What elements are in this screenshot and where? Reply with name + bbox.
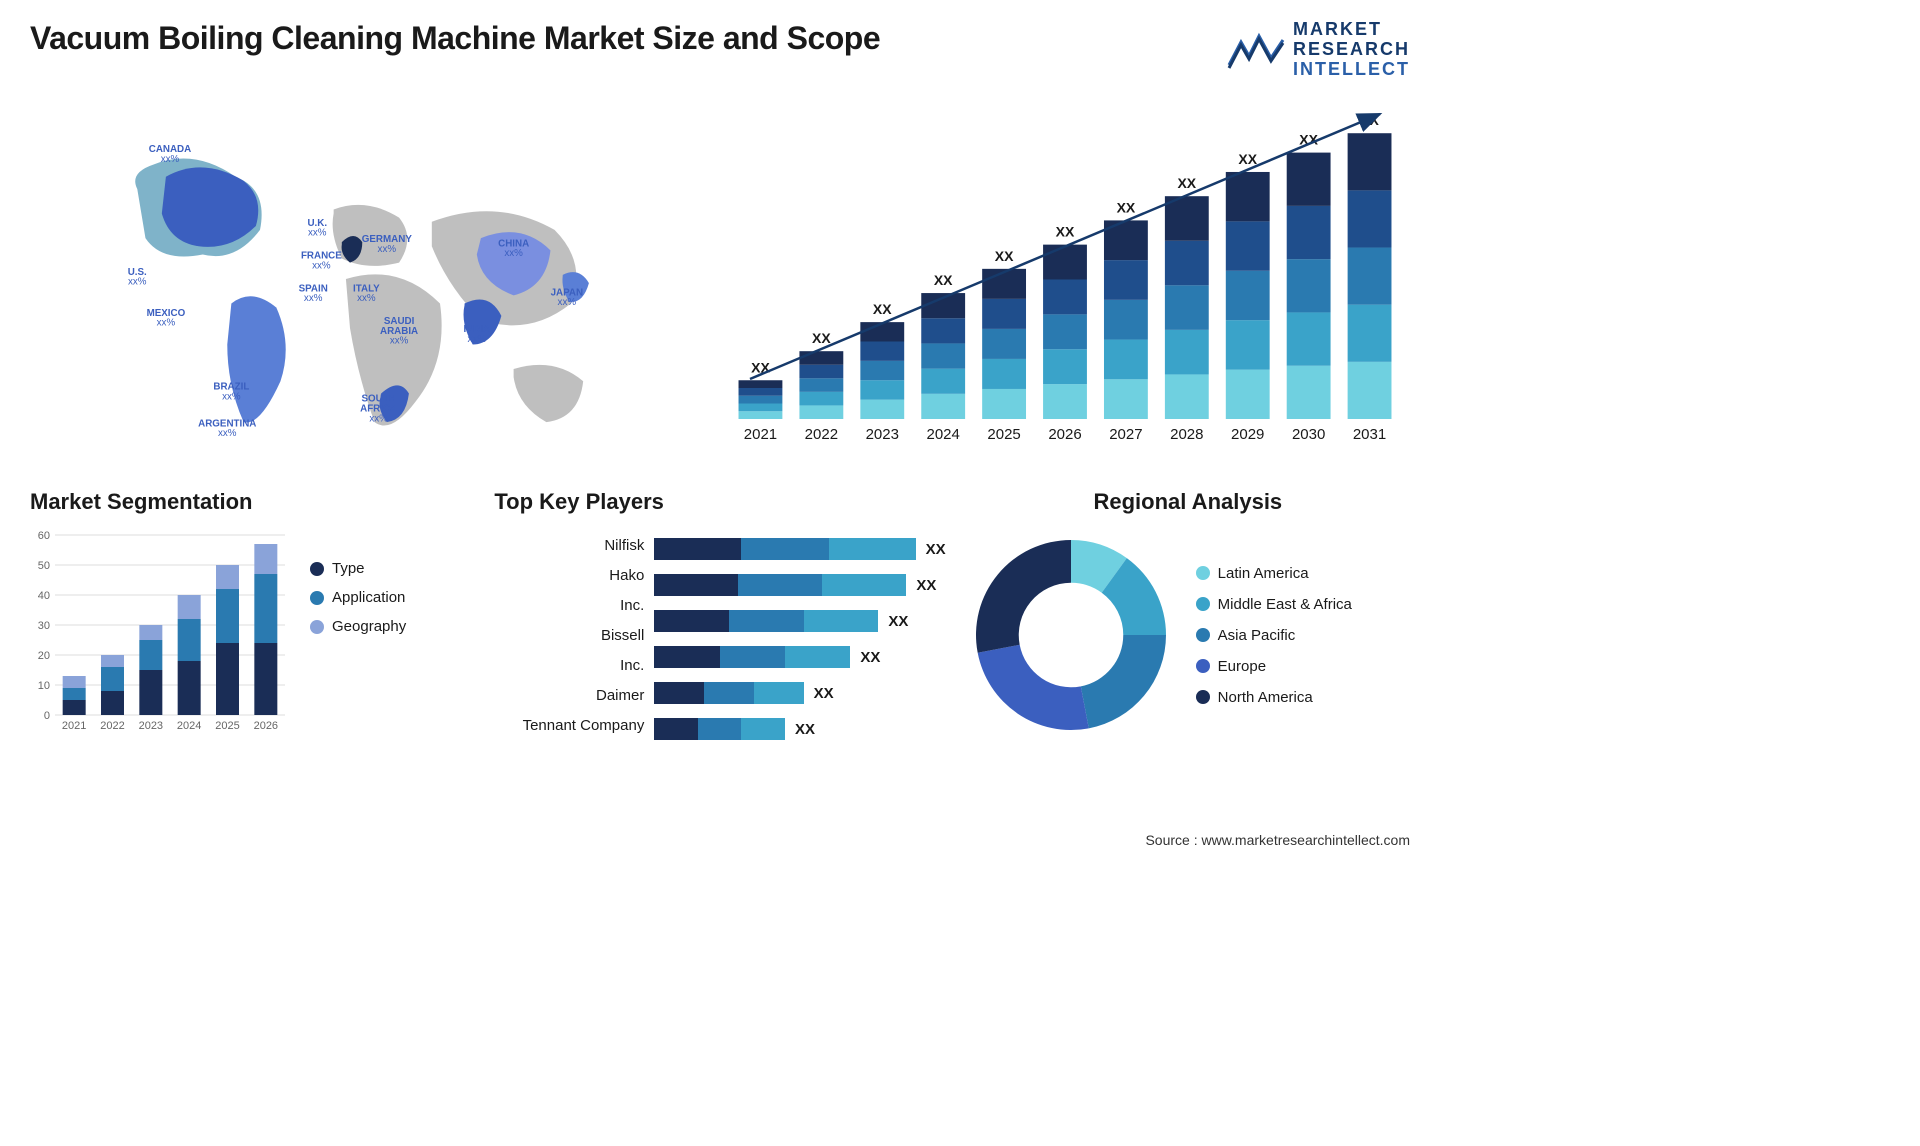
svg-text:2026: 2026 [1048,426,1081,443]
svg-text:2028: 2028 [1170,426,1203,443]
player-label: Bissell [601,627,644,644]
svg-text:2021: 2021 [62,720,86,732]
svg-text:XX: XX [1238,151,1257,167]
region-legend-item: Asia Pacific [1196,627,1352,644]
svg-text:50: 50 [38,560,50,572]
svg-text:2030: 2030 [1292,426,1325,443]
svg-text:XX: XX [812,331,831,347]
svg-text:U.K.xx%: U.K.xx% [307,218,327,239]
legend-item: Geography [310,618,406,635]
svg-text:2031: 2031 [1353,426,1386,443]
svg-text:XX: XX [873,302,892,318]
svg-text:2029: 2029 [1231,426,1264,443]
svg-text:U.S.xx%: U.S.xx% [128,267,147,288]
source-text: Source : www.marketresearchintellect.com [1145,832,1410,848]
logo-line1: MARKET [1293,20,1410,40]
svg-text:30: 30 [38,620,50,632]
svg-text:20: 20 [38,650,50,662]
player-label: Tennant Company [523,717,645,734]
key-players-labels: Nilfisk Hako Inc. Bissell Inc. Daimer Tennant … [494,530,644,740]
svg-text:2022: 2022 [805,426,838,443]
svg-text:2027: 2027 [1109,426,1142,443]
regional-title: Regional Analysis [966,489,1410,515]
brand-logo: MARKET RESEARCH INTELLECT [1227,20,1410,79]
player-label: Inc. [620,597,644,614]
key-players-section: Top Key Players Nilfisk Hako Inc. Bissell In… [494,489,945,740]
key-players-title: Top Key Players [494,489,945,515]
player-bar-row: XX [654,678,945,708]
segmentation-legend: Type Application Geography [310,530,406,740]
svg-text:FRANCExx%: FRANCExx% [301,251,342,272]
key-players-bars: XXXXXXXXXXXX [654,530,945,740]
svg-text:XX: XX [1117,200,1136,216]
svg-text:2023: 2023 [866,426,899,443]
svg-text:XX: XX [1177,176,1196,192]
logo-line2: RESEARCH [1293,40,1410,60]
player-label: Nilfisk [604,537,644,554]
svg-text:ARGENTINAxx%: ARGENTINAxx% [198,419,256,440]
logo-line3: INTELLECT [1293,60,1410,80]
regional-section: Regional Analysis Latin America Middle Ea… [966,489,1410,740]
svg-text:60: 60 [38,530,50,542]
segmentation-section: Market Segmentation 0 10 20 30 40 50 60 2021 202… [30,489,474,740]
player-bar-row: XX [654,642,945,672]
svg-text:INDIAxx%: INDIAxx% [463,325,490,346]
player-bar-row: XX [654,606,945,636]
region-legend-item: Middle East & Africa [1196,596,1352,613]
svg-text:XX: XX [1056,224,1075,240]
svg-text:2022: 2022 [100,720,124,732]
svg-text:2021: 2021 [744,426,777,443]
svg-text:40: 40 [38,590,50,602]
player-bar-row: XX [654,570,945,600]
svg-text:2026: 2026 [254,720,278,732]
region-legend-item: Europe [1196,658,1352,675]
player-label: Inc. [620,657,644,674]
legend-item: Application [310,589,406,606]
svg-text:XX: XX [995,248,1014,264]
logo-icon [1227,30,1285,70]
svg-text:0: 0 [44,710,50,722]
regional-donut [966,530,1176,740]
segmentation-title: Market Segmentation [30,489,474,515]
svg-text:2024: 2024 [926,426,959,443]
svg-text:10: 10 [38,680,50,692]
growth-chart: XX 2021 XX 2022 XX 2023 XX 2024 XX 2025 XX 2026 XX 20… [710,99,1410,459]
world-map: CANADAxx%U.S.xx%MEXICOxx%BRAZILxx%ARGENT… [30,99,670,459]
player-bar-row: XX [654,714,945,744]
player-bar-row: XX [654,534,945,564]
page-title: Vacuum Boiling Cleaning Machine Market S… [30,20,880,57]
player-label: Daimer [596,687,644,704]
legend-item: Type [310,560,406,577]
svg-text:2025: 2025 [215,720,239,732]
svg-text:XX: XX [934,272,953,288]
region-legend-item: North America [1196,689,1352,706]
regional-legend: Latin America Middle East & Africa Asia Pa… [1196,565,1352,706]
player-label: Hako [609,567,644,584]
region-legend-item: Latin America [1196,565,1352,582]
svg-text:2024: 2024 [177,720,201,732]
svg-text:SPAINxx%: SPAINxx% [299,284,328,305]
svg-text:2025: 2025 [987,426,1020,443]
svg-text:2023: 2023 [139,720,163,732]
svg-text:MEXICOxx%: MEXICOxx% [147,308,186,329]
